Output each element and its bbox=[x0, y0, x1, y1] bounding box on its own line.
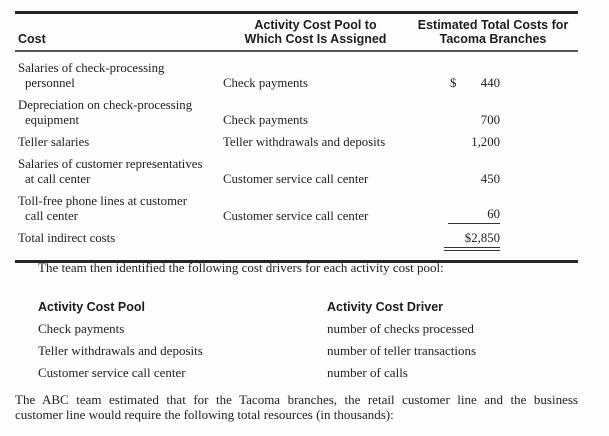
column-header-cost: Cost bbox=[18, 32, 46, 46]
pool-cell: Check payments bbox=[223, 76, 308, 90]
driver-cell: number of calls bbox=[327, 365, 408, 380]
cost-driver-row: Check payments number of checks processe… bbox=[38, 322, 558, 336]
amount-cell: 1,200 bbox=[471, 135, 500, 149]
cost-cell: Depreciation on check-processing equipme… bbox=[18, 98, 193, 127]
pool-cell: Customer service call center bbox=[223, 209, 369, 223]
amount-cell: 700 bbox=[480, 113, 500, 127]
total-amount-cell: $2,850 bbox=[408, 231, 578, 251]
paragraph-line: customer line would require the followin… bbox=[15, 407, 394, 422]
pool-cell: Check payments bbox=[38, 321, 125, 336]
column-header-activity-cost-driver: Activity Cost Driver bbox=[327, 300, 444, 314]
cost-table-body: Salaries of check-processing personnel C… bbox=[15, 52, 578, 260]
pool-cell: Teller withdrawals and deposits bbox=[223, 135, 386, 149]
cost-cell: Salaries of customer representatives at … bbox=[18, 157, 203, 186]
cost-driver-header-row: Activity Cost Pool Activity Cost Driver bbox=[38, 300, 558, 314]
table-row: Toll-free phone lines at customer call c… bbox=[15, 194, 578, 224]
pool-cell: Customer service call center bbox=[223, 172, 369, 186]
subtotal-underline: 60 bbox=[448, 207, 500, 224]
table-row-total: Total indirect costs $2,850 bbox=[15, 231, 578, 251]
amount-cell: 450 bbox=[480, 172, 500, 186]
cost-driver-row: Teller withdrawals and deposits number o… bbox=[38, 344, 558, 358]
table-row: Salaries of customer representatives at … bbox=[15, 157, 578, 187]
pool-cell: Check payments bbox=[223, 113, 308, 127]
cost-table-header-row: Cost Activity Cost Pool to Which Cost Is… bbox=[15, 14, 578, 52]
cost-driver-table: Activity Cost Pool Activity Cost Driver … bbox=[38, 300, 558, 380]
cost-cell: Salaries of check-processing personnel bbox=[18, 61, 165, 90]
pool-cell: Teller withdrawals and deposits bbox=[38, 343, 203, 358]
total-label: Total indirect costs bbox=[18, 231, 116, 245]
cost-table: Cost Activity Cost Pool to Which Cost Is… bbox=[15, 11, 578, 263]
driver-cell: number of checks processed bbox=[327, 321, 474, 336]
cost-cell: Teller salaries bbox=[18, 135, 90, 149]
amount-cell: 60 bbox=[408, 207, 578, 224]
cost-driver-row: Customer service call center number of c… bbox=[38, 366, 558, 380]
cost-drivers-intro-paragraph: The team then identified the following c… bbox=[38, 260, 444, 275]
cost-cell: Toll-free phone lines at customer call c… bbox=[18, 194, 187, 223]
pool-cell: Customer service call center bbox=[38, 365, 186, 380]
currency-symbol: $ bbox=[450, 76, 457, 90]
driver-cell: number of teller transactions bbox=[327, 343, 477, 358]
table-row: Depreciation on check-processing equipme… bbox=[15, 98, 578, 128]
abc-estimate-paragraph: The ABC team estimated that for the Taco… bbox=[15, 392, 578, 422]
column-header-activity-cost-pool: Activity Cost Pool to Which Cost Is Assi… bbox=[244, 18, 387, 46]
table-row: Teller salaries Teller withdrawals and d… bbox=[15, 135, 578, 150]
column-header-activity-cost-pool: Activity Cost Pool bbox=[38, 300, 145, 314]
amount-cell: $ 440 bbox=[408, 76, 578, 91]
column-header-estimated-total-costs: Estimated Total Costs for Tacoma Branche… bbox=[417, 18, 569, 46]
amount-value: 440 bbox=[480, 76, 500, 90]
table-row: Salaries of check-processing personnel C… bbox=[15, 61, 578, 91]
paragraph-line: The ABC team estimated that for the Taco… bbox=[15, 392, 578, 407]
total-double-underline: $2,850 bbox=[444, 231, 500, 251]
